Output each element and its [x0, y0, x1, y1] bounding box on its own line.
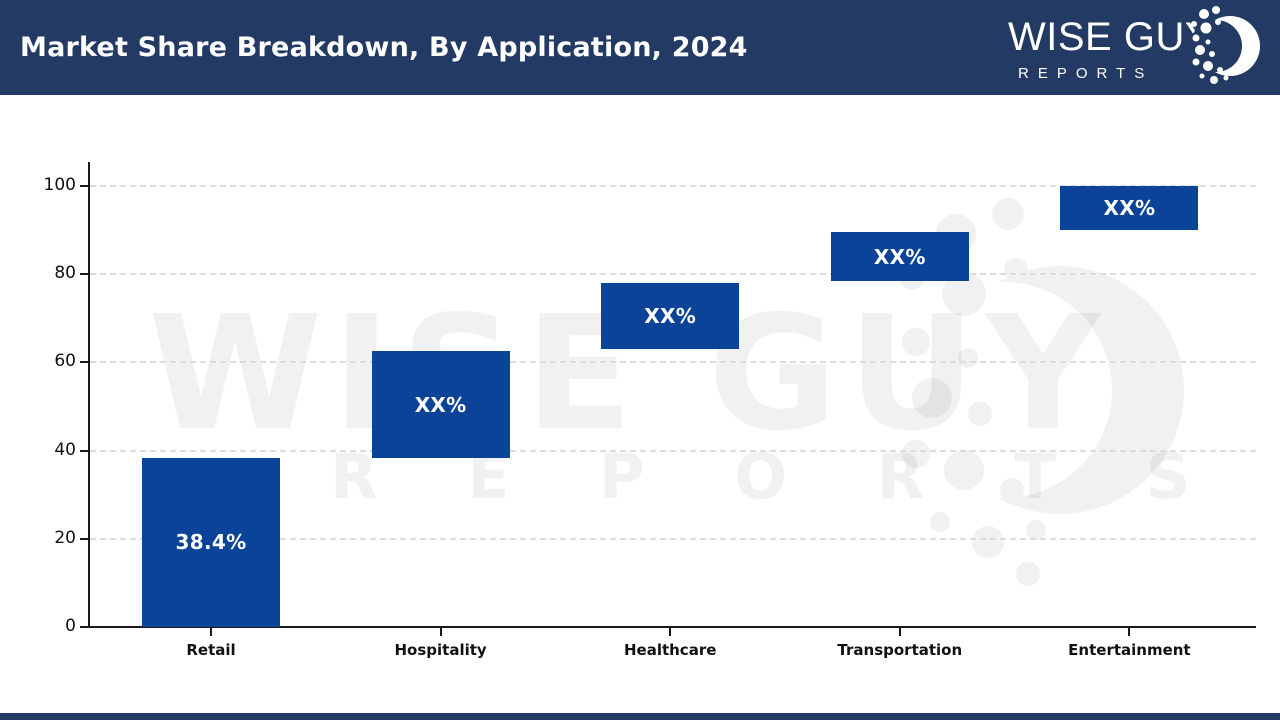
bar-hospitality: XX%	[371, 351, 510, 458]
gridline-100	[90, 185, 1256, 187]
bar-value-label: XX%	[414, 392, 467, 417]
x-tick-label-healthcare: Healthcare	[623, 641, 717, 659]
y-tick-mark-60	[80, 361, 88, 364]
bar-healthcare: XX%	[601, 283, 740, 350]
bar-value-label: XX%	[1103, 196, 1156, 221]
bar-transportation: XX%	[830, 232, 969, 281]
y-tick-label-60: 60	[54, 351, 76, 372]
logo-subtext: REPORTS	[1018, 65, 1153, 82]
x-tick-mark-transportation	[898, 628, 901, 636]
x-tick-label-hospitality: Hospitality	[394, 641, 487, 659]
y-tick-mark-40	[80, 449, 88, 452]
y-axis-line	[88, 162, 90, 628]
gridline-60	[90, 361, 1256, 364]
bar-value-label: 38.4%	[175, 530, 247, 555]
gridline-80	[90, 273, 1256, 276]
logo-head-icon	[1190, 5, 1260, 84]
bar-value-label: XX%	[873, 244, 926, 269]
page-title: Market Share Breakdown, By Application, …	[20, 32, 748, 63]
y-tick-mark-20	[80, 537, 88, 540]
y-tick-label-80: 80	[54, 263, 76, 284]
x-tick-label-retail: Retail	[186, 641, 236, 659]
x-tick-mark-healthcare	[669, 628, 672, 636]
bar-entertainment: XX%	[1060, 186, 1199, 231]
wiseguy-logo-graphic: WISE GUY REPORTS	[1008, 5, 1260, 84]
logo-wordmark: WISE GUY	[1008, 15, 1212, 59]
y-tick-label-0: 0	[65, 616, 76, 636]
x-tick-label-transportation: Transportation	[837, 641, 963, 659]
x-axis-line	[88, 626, 1256, 628]
x-tick-mark-entertainment	[1128, 628, 1131, 636]
y-tick-mark-100	[80, 185, 88, 187]
x-tick-mark-hospitality	[439, 628, 442, 636]
y-tick-mark-80	[80, 273, 88, 276]
wiseguy-logo: WISE GUY REPORTS	[1008, 0, 1260, 95]
gridline-20	[90, 537, 1256, 540]
header-bar: Market Share Breakdown, By Application, …	[0, 0, 1280, 95]
y-tick-label-20: 20	[54, 527, 76, 548]
y-tick-label-100: 100	[43, 175, 76, 195]
x-tick-mark-retail	[210, 628, 212, 636]
y-tick-mark-0	[80, 626, 88, 628]
bar-retail: 38.4%	[142, 457, 280, 627]
gridline-40	[90, 449, 1256, 452]
bar-value-label: XX%	[644, 304, 697, 329]
x-tick-label-entertainment: Entertainment	[1068, 641, 1191, 659]
y-tick-label-40: 40	[54, 439, 76, 460]
footer-bar	[0, 713, 1280, 720]
